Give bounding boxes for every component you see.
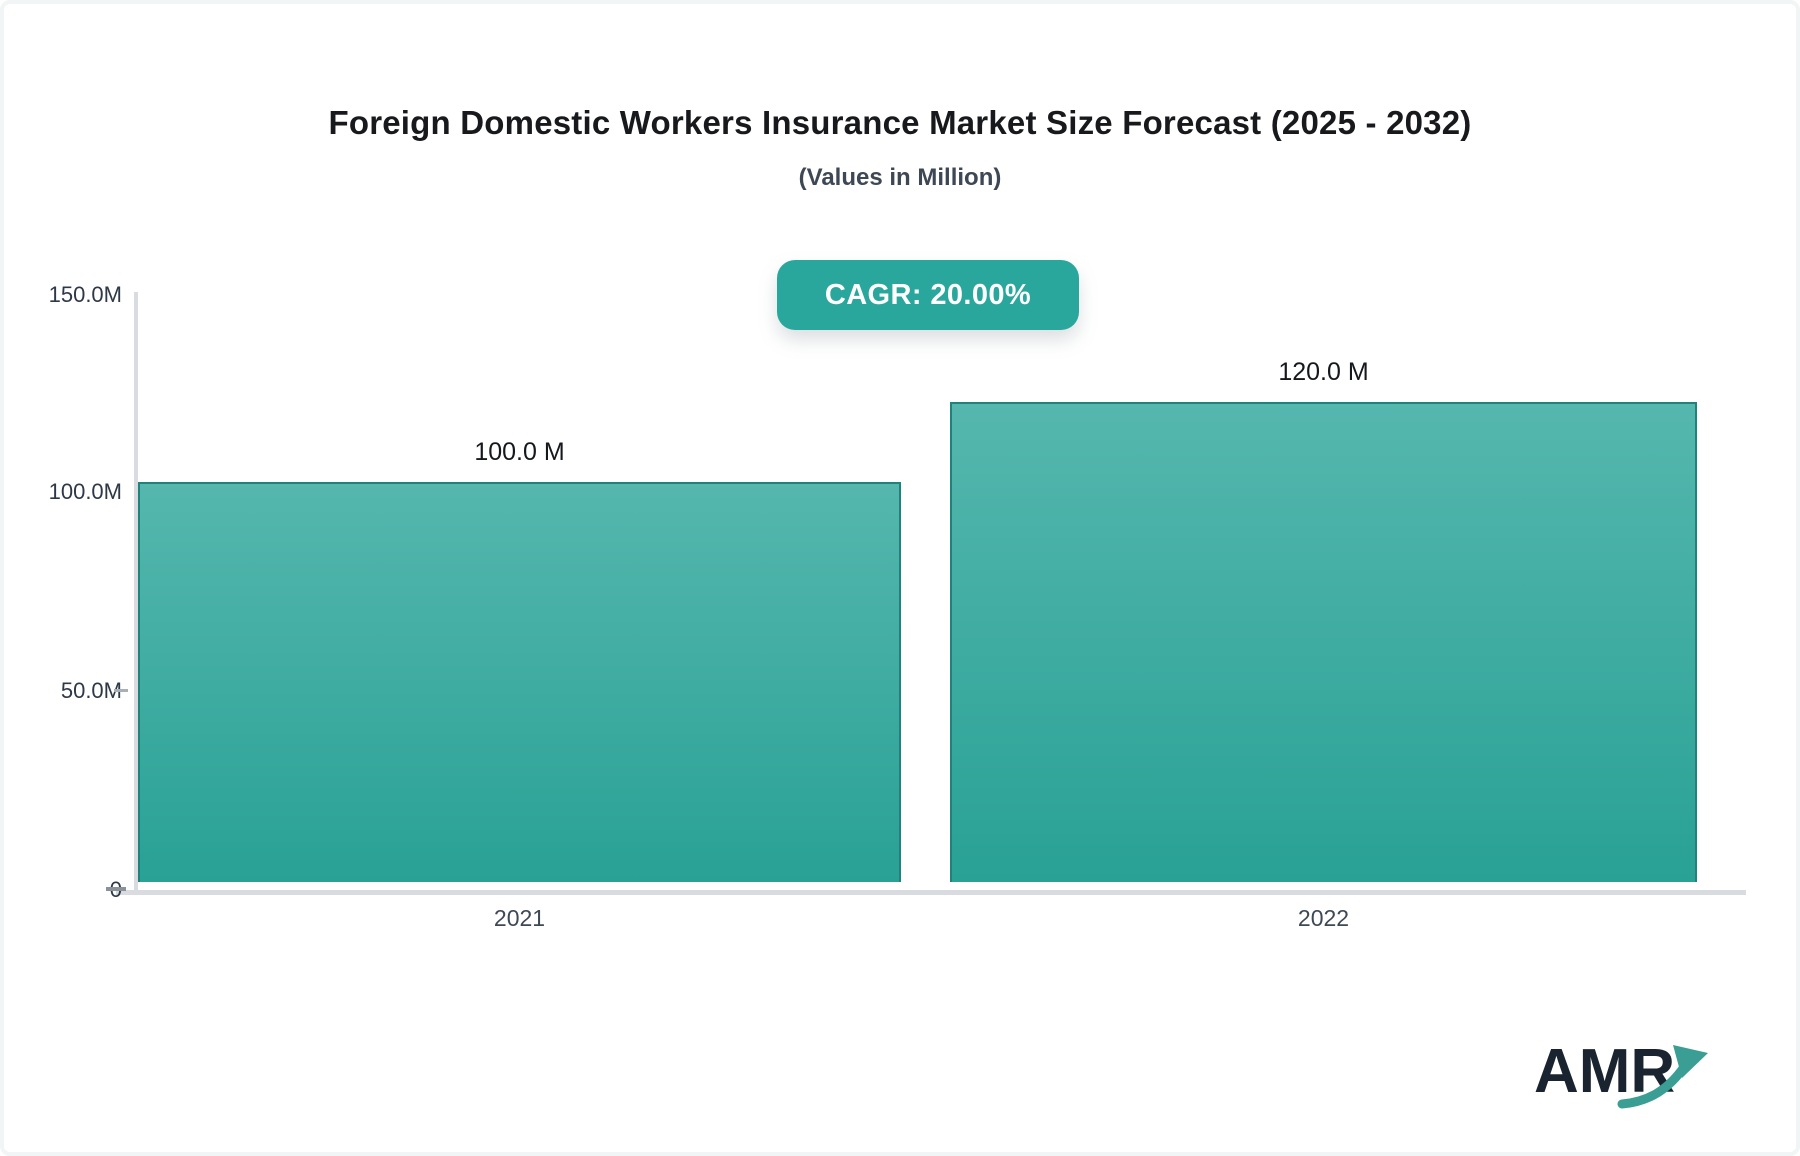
bar-2021: 100.0 M 2021	[138, 438, 901, 931]
x-axis-label-2021: 2021	[493, 905, 546, 931]
bar-value-label-2021: 100.0 M	[474, 438, 565, 466]
y-tick-label-100: 100.0M	[48, 479, 122, 504]
y-tick-mark-50	[114, 689, 128, 692]
y-tick-label-50: 50.0M	[60, 678, 122, 703]
chart-title: Foreign Domestic Workers Insurance Marke…	[328, 104, 1472, 141]
growth-arrow-icon	[1617, 1045, 1708, 1109]
y-tick-mark-0	[106, 887, 126, 891]
y-axis-line	[134, 292, 138, 892]
bar-2022: 120.0 M 2022	[950, 358, 1697, 931]
y-tick-label-150: 150.0M	[48, 282, 122, 307]
chart-subtitle: (Values in Million)	[798, 164, 1002, 191]
amr-logo: AMR	[1526, 1036, 1766, 1131]
x-axis-label-2022: 2022	[1297, 905, 1350, 931]
cagr-badge-label: CAGR: 20.00%	[824, 278, 1032, 311]
bar-value-label-2022: 120.0 M	[1278, 358, 1369, 386]
cagr-badge: CAGR: 20.00%	[777, 260, 1079, 330]
x-axis-line	[116, 890, 1746, 895]
